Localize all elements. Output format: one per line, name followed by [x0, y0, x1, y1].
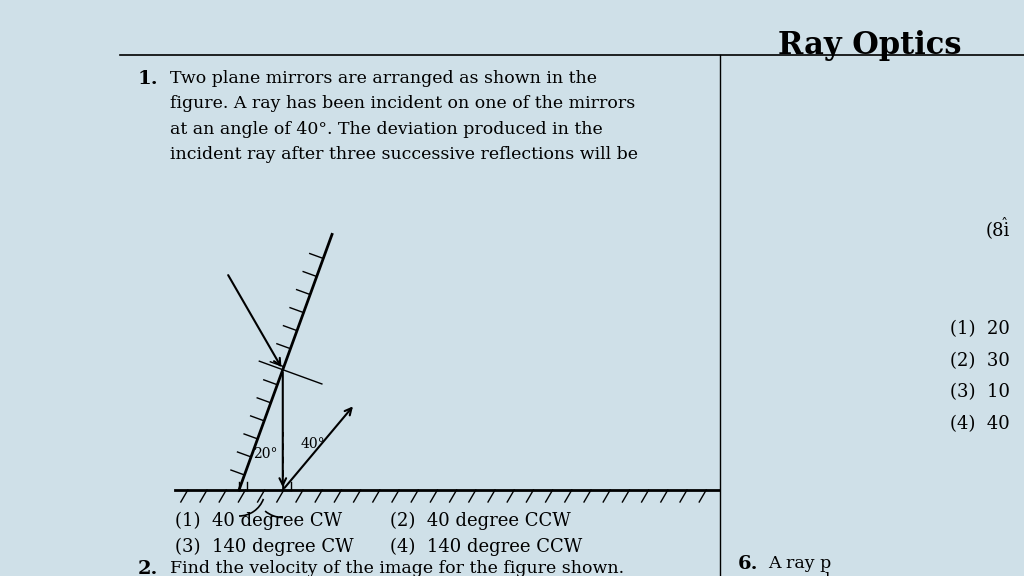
Text: (2)  30: (2) 30	[950, 352, 1010, 370]
Text: A ray p: A ray p	[768, 555, 831, 572]
Text: 6.: 6.	[738, 555, 759, 573]
Text: (2)  40 degree CCW: (2) 40 degree CCW	[390, 512, 570, 530]
Text: (4)  40: (4) 40	[950, 415, 1010, 433]
Text: (4)  140 degree CCW: (4) 140 degree CCW	[390, 538, 583, 556]
Text: Ray Optics: Ray Optics	[778, 30, 962, 61]
Text: (1)  20: (1) 20	[950, 320, 1010, 338]
Text: 40°: 40°	[301, 437, 326, 451]
Text: (1)  40 degree CW: (1) 40 degree CW	[175, 512, 342, 530]
Text: Find the velocity of the image for the figure shown.: Find the velocity of the image for the f…	[170, 560, 624, 576]
Text: Two plane mirrors are arranged as shown in the
figure. A ray has been incident o: Two plane mirrors are arranged as shown …	[170, 70, 638, 164]
Text: 2.: 2.	[138, 560, 159, 576]
Text: (3)  10: (3) 10	[950, 383, 1010, 401]
Text: 1.: 1.	[138, 70, 159, 88]
Text: (3)  140 degree CW: (3) 140 degree CW	[175, 538, 353, 556]
Text: 20°: 20°	[253, 447, 278, 461]
Text: (8i: (8i	[986, 222, 1010, 240]
Text: normal: normal	[768, 572, 830, 576]
